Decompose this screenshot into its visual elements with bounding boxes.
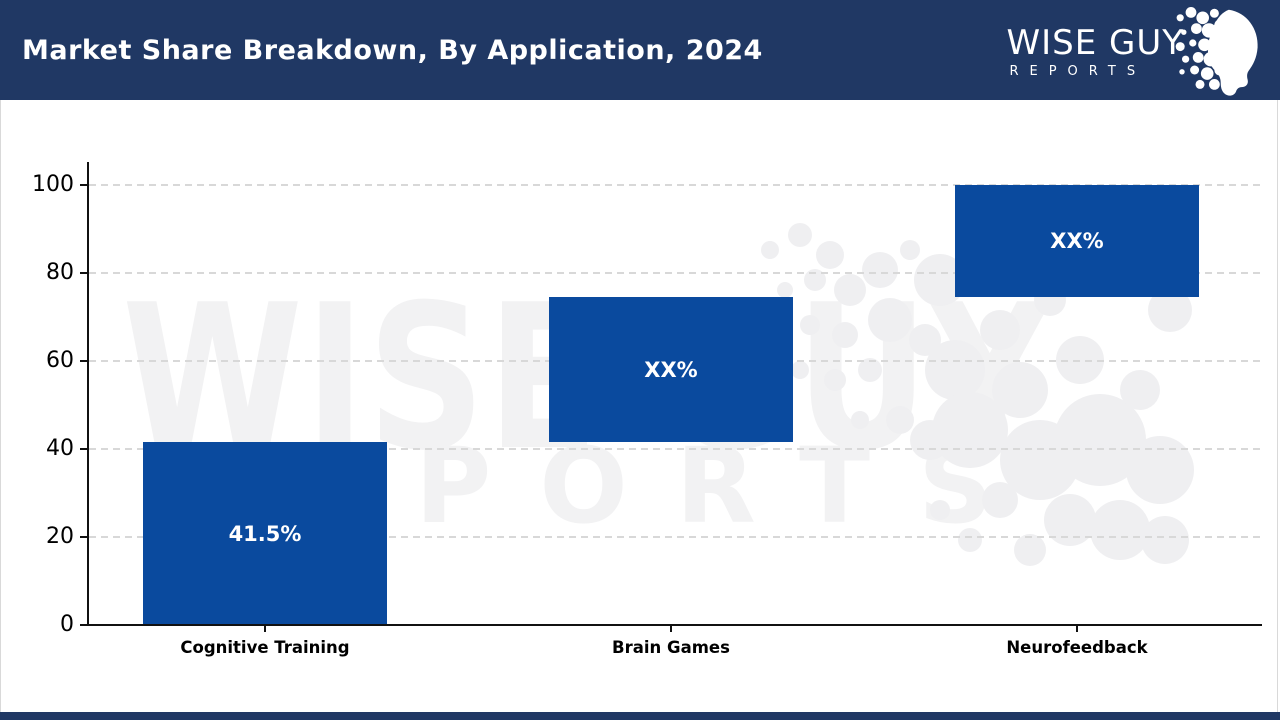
y-axis-tick-20 (80, 536, 88, 538)
y-axis-tick-0 (80, 624, 88, 626)
category-label-0: Cognitive Training (180, 638, 350, 657)
header-band: Market Share Breakdown, By Application, … (0, 0, 1280, 100)
y-axis-tick-80 (80, 272, 88, 274)
y-tick-label-60: 60 (46, 348, 74, 373)
y-axis-tick-40 (80, 448, 88, 450)
y-tick-label-0: 0 (60, 612, 74, 637)
bar-neurofeedback: XX% (955, 185, 1199, 297)
gridline-80 (89, 272, 1262, 274)
gridline-40 (89, 448, 1262, 450)
chart-title: Market Share Breakdown, By Application, … (22, 34, 763, 66)
footer-band (0, 712, 1280, 720)
gridline-20 (89, 536, 1262, 538)
bar-cognitive-training: 41.5% (143, 442, 387, 625)
gridline-100 (89, 184, 1262, 186)
x-axis-tick-1 (670, 626, 672, 632)
bar-brain-games: XX% (549, 297, 793, 442)
y-tick-label-40: 40 (46, 436, 74, 461)
y-axis-tick-100 (80, 184, 88, 186)
y-axis-line (87, 162, 89, 626)
x-axis-tick-2 (1076, 626, 1078, 632)
wiseguy-logo: WISE GUY REPORTS (1006, 7, 1266, 96)
x-axis-line (86, 624, 1262, 626)
x-axis-tick-0 (264, 626, 266, 632)
bar-value-label: XX% (1050, 229, 1104, 253)
bar-value-label: XX% (644, 357, 698, 382)
y-tick-label-20: 20 (46, 524, 74, 549)
category-label-1: Brain Games (612, 638, 730, 657)
wiseguy-logo-text: WISE GUY REPORTS (1006, 25, 1184, 79)
category-label-2: Neurofeedback (1006, 638, 1148, 657)
wiseguy-head-icon (1175, 7, 1258, 96)
y-axis-tick-60 (80, 360, 88, 362)
logo-line1: WISE GUY (1006, 23, 1184, 63)
y-tick-label-80: 80 (46, 260, 74, 285)
y-tick-label-100: 100 (32, 172, 74, 197)
logo-line2: REPORTS (1009, 64, 1147, 79)
bar-value-label: 41.5% (228, 521, 302, 546)
